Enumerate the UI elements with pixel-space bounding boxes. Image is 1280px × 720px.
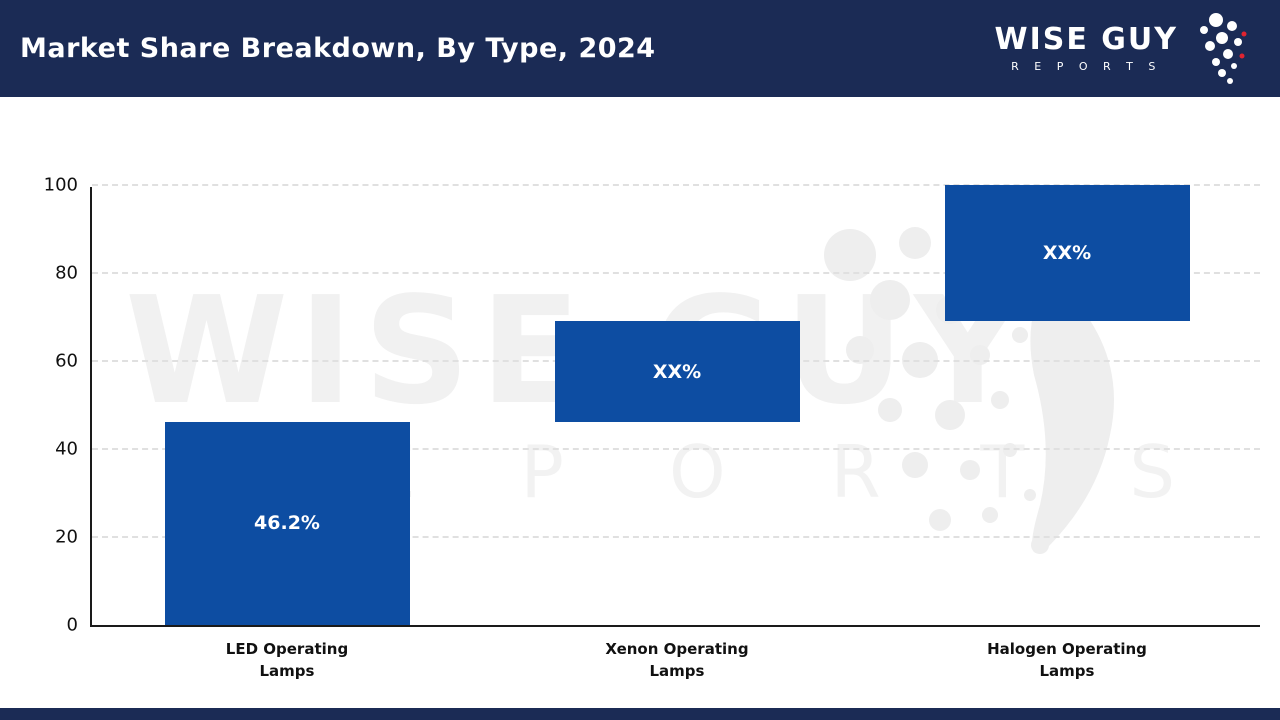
- logo-text: WISE GUY R E P O R T S: [994, 21, 1178, 73]
- bar-segment: XX%: [554, 321, 800, 422]
- y-axis-tick-label: 40: [55, 438, 78, 460]
- wiseguy-logo: WISE GUY R E P O R T S: [994, 10, 1250, 88]
- y-axis-tick-label: 80: [55, 262, 78, 284]
- x-axis-category-label: Halogen Operating Lamps: [987, 640, 1147, 680]
- watermark-head-icon: [824, 227, 1114, 554]
- y-axis-tick-label: 60: [55, 350, 78, 372]
- plot-area: 0 20 40 60 80 100 46.2% LED Operating Lamps XX% X…: [44, 175, 1260, 680]
- logo-wordmark: WISE GUY: [994, 21, 1178, 57]
- bar-value-label: 46.2%: [254, 512, 320, 535]
- bar-segment: XX%: [944, 185, 1190, 322]
- bar-value-label: XX%: [1042, 242, 1092, 265]
- x-axis-category-label: Xenon Operating Lamps: [605, 640, 749, 680]
- y-axis-tick-label: 100: [43, 174, 78, 196]
- x-axis-category-label: LED Operating Lamps: [225, 640, 349, 680]
- header-bar: Market Share Breakdown, By Type, 2024 WI…: [0, 0, 1280, 97]
- logo-head-icon: [1200, 12, 1247, 84]
- y-axis-tick-label: 20: [55, 526, 78, 548]
- logo-subtitle: R E P O R T S: [1011, 59, 1162, 73]
- footer-bar: [0, 708, 1280, 720]
- y-axis-tick-label: 0: [66, 614, 78, 636]
- chart-title: Market Share Breakdown, By Type, 2024: [20, 33, 656, 64]
- bar-segment: 46.2%: [164, 421, 410, 625]
- bar-value-label: XX%: [652, 360, 702, 383]
